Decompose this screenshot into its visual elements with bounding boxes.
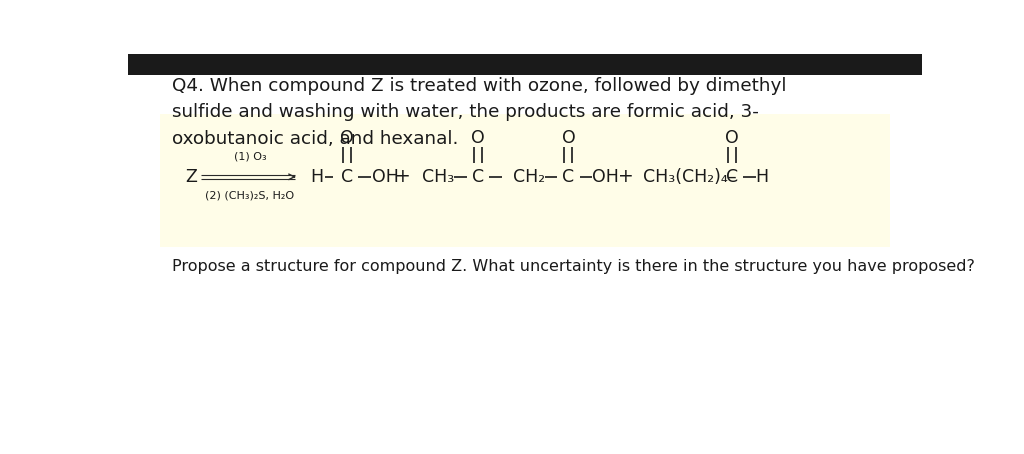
Text: CH₂: CH₂ [513,168,545,186]
Text: (1) O₃: (1) O₃ [233,151,266,161]
Text: CH₃: CH₃ [423,168,455,186]
FancyBboxPatch shape [160,114,890,247]
FancyBboxPatch shape [128,75,922,114]
Text: +: + [617,168,634,186]
Text: C: C [472,168,484,186]
Text: oxobutanoic acid, and hexanal.: oxobutanoic acid, and hexanal. [172,130,458,148]
Text: sulfide and washing with water, the products are formic acid, 3-: sulfide and washing with water, the prod… [172,104,759,121]
Text: H: H [310,168,324,186]
Text: C: C [562,168,574,186]
Text: Z: Z [185,168,197,186]
Text: (2) (CH₃)₂S, H₂O: (2) (CH₃)₂S, H₂O [205,191,294,201]
Text: OH: OH [372,168,398,186]
Text: Propose a structure for compound Z. What uncertainty is there in the structure y: Propose a structure for compound Z. What… [172,259,975,274]
FancyBboxPatch shape [128,247,922,404]
Text: C: C [341,168,353,186]
Text: Q4. When compound Z is treated with ozone, followed by dimethyl: Q4. When compound Z is treated with ozon… [172,77,786,95]
Text: O: O [725,129,738,148]
Text: C: C [726,168,738,186]
Text: H: H [756,168,769,186]
FancyBboxPatch shape [128,54,922,75]
Text: O: O [340,129,354,148]
Text: +: + [394,168,411,186]
Text: OH: OH [592,168,620,186]
Text: O: O [471,129,484,148]
Text: O: O [561,129,575,148]
Text: CH₃(CH₂)₄–: CH₃(CH₂)₄– [643,168,736,186]
